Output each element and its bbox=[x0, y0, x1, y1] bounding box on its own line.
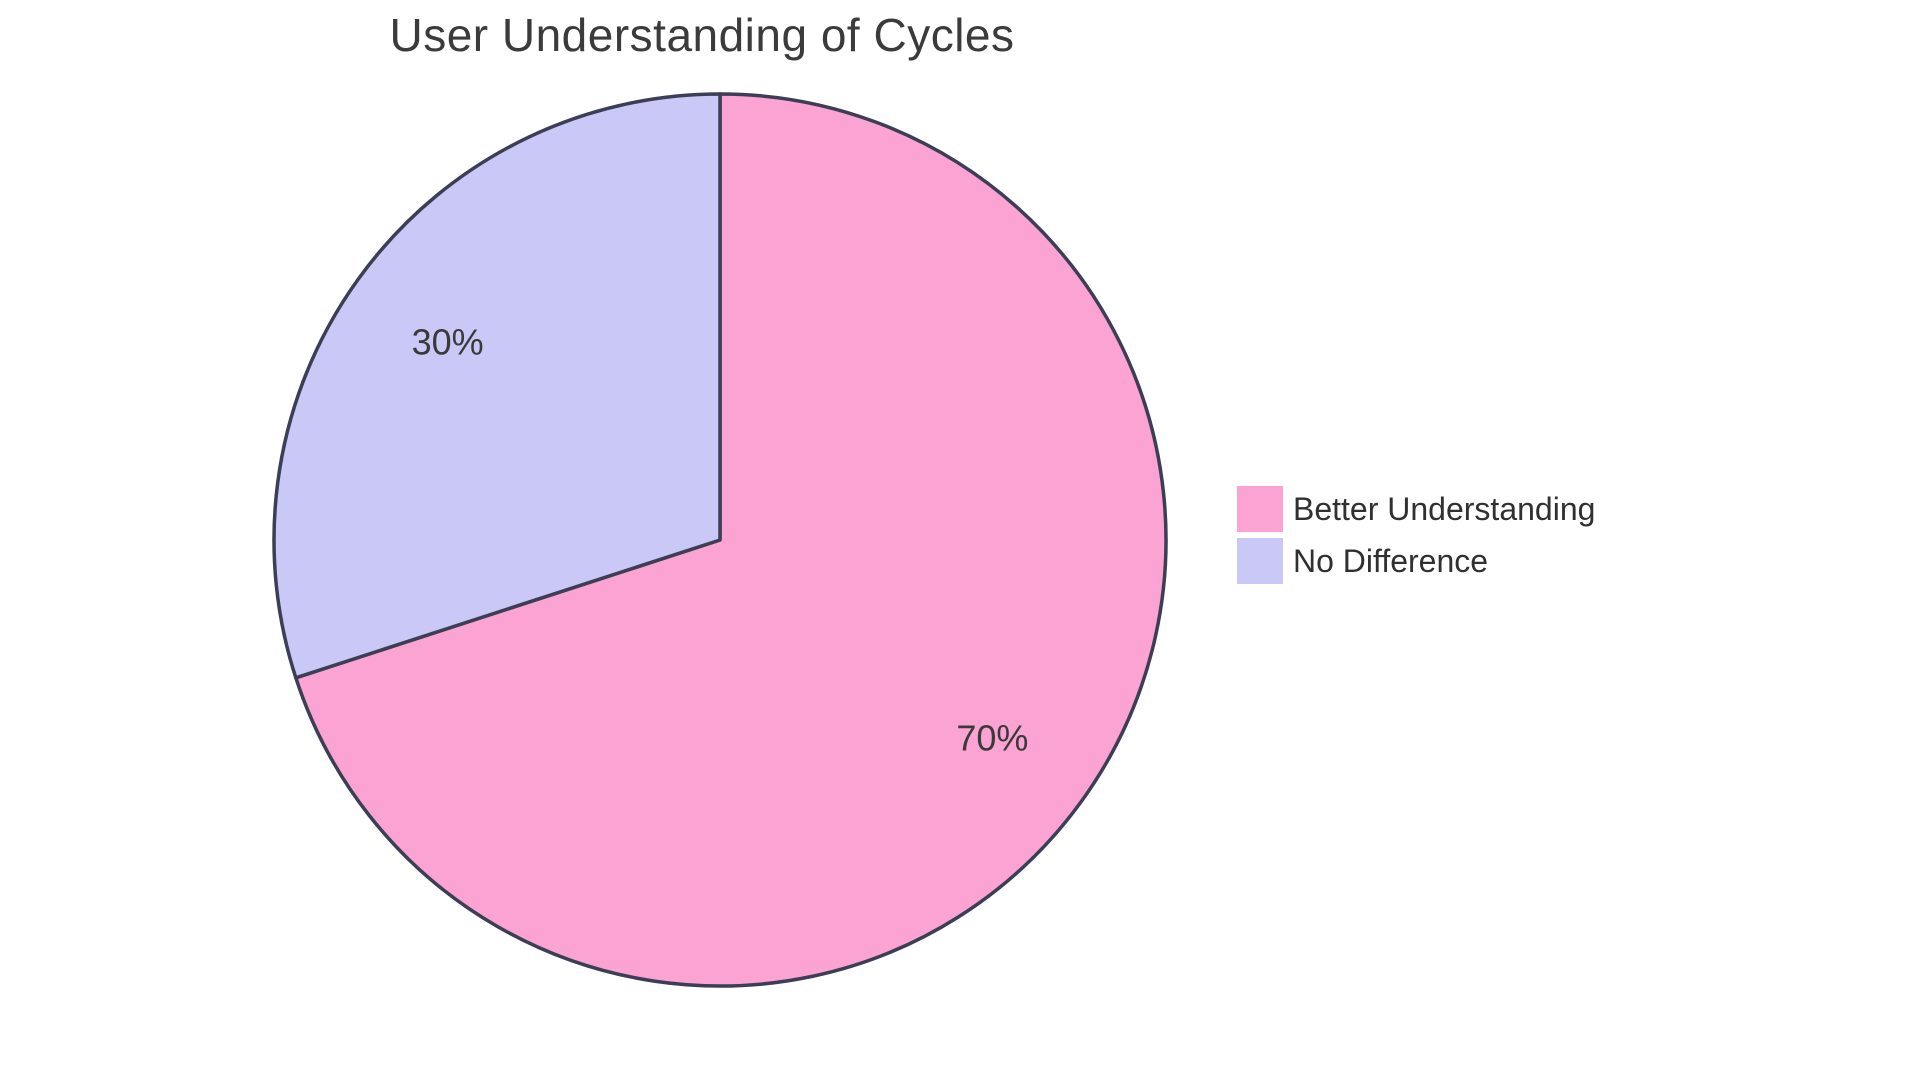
pie-slice-no-difference bbox=[272, 92, 722, 680]
legend-item-no-difference: No Difference bbox=[1237, 538, 1595, 584]
legend-label-no-difference: No Difference bbox=[1293, 542, 1489, 579]
legend-label-better-understanding: Better Understanding bbox=[1293, 490, 1596, 527]
legend-swatch-better-understanding bbox=[1237, 486, 1283, 532]
slice-percent-label: 30% bbox=[412, 322, 484, 363]
chart-title: User Understanding of Cycles bbox=[389, 9, 1015, 61]
pie-slice-better-understanding bbox=[294, 92, 1168, 988]
legend-item-better-understanding: Better Understanding bbox=[1237, 486, 1595, 532]
slice-percent-label: 70% bbox=[956, 717, 1028, 758]
legend-swatch-no-difference bbox=[1237, 538, 1283, 584]
legend: Better Understanding No Difference bbox=[1237, 486, 1595, 590]
